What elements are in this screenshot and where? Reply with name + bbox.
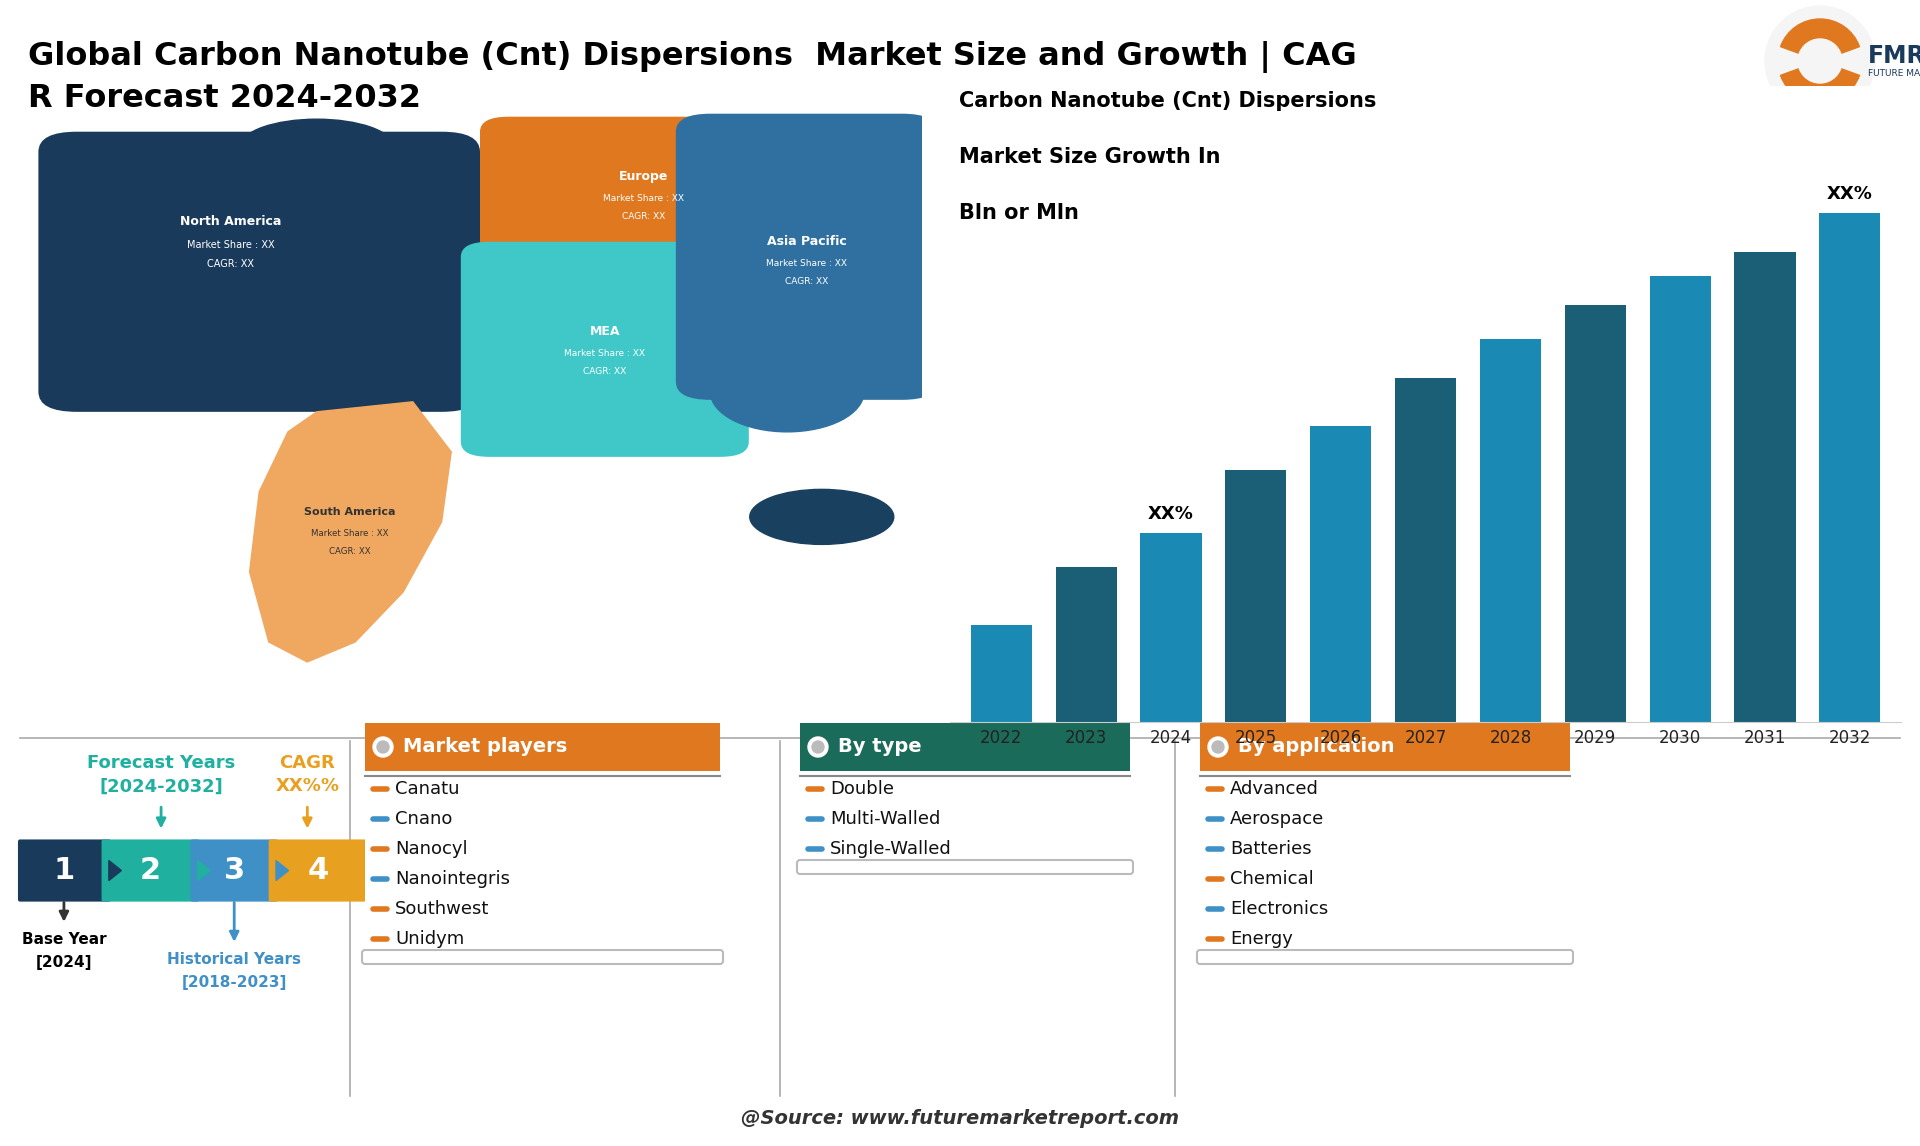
- Text: Chemical: Chemical: [1231, 870, 1313, 888]
- Text: North America: North America: [180, 215, 280, 228]
- Text: Forecast Years: Forecast Years: [86, 754, 236, 772]
- Ellipse shape: [336, 364, 413, 419]
- Text: 2: 2: [140, 856, 161, 885]
- Polygon shape: [250, 402, 451, 662]
- Bar: [1649, 276, 1711, 722]
- FancyBboxPatch shape: [676, 113, 937, 400]
- Text: CAGR: XX: CAGR: XX: [207, 259, 253, 269]
- Text: Global Carbon Nanotube (Cnt) Dispersions  Market Size and Growth | CAG: Global Carbon Nanotube (Cnt) Dispersions…: [29, 41, 1357, 73]
- Text: Asia Pacific: Asia Pacific: [766, 235, 847, 249]
- Circle shape: [808, 737, 828, 758]
- Text: Market Share : XX: Market Share : XX: [311, 529, 388, 539]
- Text: Electronics: Electronics: [1231, 900, 1329, 918]
- Text: FMR: FMR: [1868, 44, 1920, 68]
- Bar: [1396, 378, 1455, 722]
- Polygon shape: [276, 861, 288, 880]
- FancyBboxPatch shape: [190, 839, 278, 902]
- FancyBboxPatch shape: [365, 723, 720, 771]
- Text: Nanointegris: Nanointegris: [396, 870, 511, 888]
- Ellipse shape: [240, 119, 394, 174]
- Text: Southwest: Southwest: [396, 900, 490, 918]
- Text: Advanced: Advanced: [1231, 780, 1319, 798]
- Text: Aerospace: Aerospace: [1231, 810, 1325, 829]
- Text: Bln or Mln: Bln or Mln: [958, 203, 1079, 223]
- FancyBboxPatch shape: [461, 242, 749, 457]
- Text: Europe: Europe: [618, 171, 668, 183]
- Text: R Forecast 2024-2032: R Forecast 2024-2032: [29, 83, 420, 113]
- Text: CAGR: XX: CAGR: XX: [584, 368, 626, 376]
- Text: Nanocyl: Nanocyl: [396, 840, 468, 858]
- Text: Batteries: Batteries: [1231, 840, 1311, 858]
- Bar: [1820, 213, 1880, 722]
- Bar: [1734, 252, 1795, 722]
- Text: 3: 3: [223, 856, 244, 885]
- Text: 4: 4: [307, 856, 328, 885]
- Text: Multi-Walled: Multi-Walled: [829, 810, 941, 829]
- Ellipse shape: [749, 489, 893, 544]
- Circle shape: [376, 741, 390, 753]
- Text: CAGR: CAGR: [280, 754, 336, 772]
- Text: Unidym: Unidym: [396, 931, 465, 948]
- Text: [2018-2023]: [2018-2023]: [182, 975, 286, 990]
- Circle shape: [1764, 6, 1876, 116]
- Wedge shape: [1797, 39, 1841, 83]
- FancyBboxPatch shape: [480, 117, 806, 267]
- Text: Single-Walled: Single-Walled: [829, 840, 952, 858]
- Text: Market Share : XX: Market Share : XX: [766, 259, 847, 268]
- Wedge shape: [1780, 61, 1859, 103]
- Text: Base Year: Base Year: [21, 932, 106, 947]
- Text: MEA: MEA: [589, 325, 620, 338]
- Text: CAGR: XX: CAGR: XX: [622, 212, 664, 221]
- Ellipse shape: [710, 352, 864, 432]
- Text: CAGR: XX: CAGR: XX: [328, 548, 371, 557]
- Text: By type: By type: [837, 738, 922, 756]
- FancyBboxPatch shape: [17, 839, 111, 902]
- Text: Market Share : XX: Market Share : XX: [186, 240, 275, 250]
- Circle shape: [372, 737, 394, 758]
- Text: XX%: XX%: [1148, 504, 1194, 523]
- Text: Market players: Market players: [403, 738, 566, 756]
- Bar: [1309, 426, 1371, 722]
- FancyBboxPatch shape: [269, 839, 367, 902]
- Bar: [1225, 470, 1286, 722]
- FancyBboxPatch shape: [38, 132, 480, 411]
- Text: [2024-2032]: [2024-2032]: [100, 777, 223, 795]
- Text: Carbon Nanotube (Cnt) Dispersions: Carbon Nanotube (Cnt) Dispersions: [958, 91, 1377, 111]
- Bar: [1140, 533, 1202, 722]
- FancyBboxPatch shape: [801, 723, 1131, 771]
- Text: Market Share : XX: Market Share : XX: [603, 194, 684, 203]
- Text: Double: Double: [829, 780, 895, 798]
- Text: South America: South America: [303, 507, 396, 517]
- Text: FUTURE MARKET REPORT: FUTURE MARKET REPORT: [1868, 70, 1920, 78]
- Text: @Source: www.futuremarketreport.com: @Source: www.futuremarketreport.com: [741, 1108, 1179, 1128]
- Bar: [972, 625, 1031, 722]
- Text: Cnano: Cnano: [396, 810, 453, 829]
- Text: CAGR: XX: CAGR: XX: [785, 277, 828, 286]
- Circle shape: [1212, 741, 1225, 753]
- Bar: [1480, 339, 1542, 722]
- Text: Historical Years: Historical Years: [167, 951, 301, 967]
- Text: XX%: XX%: [1828, 185, 1872, 203]
- Text: Canatu: Canatu: [396, 780, 459, 798]
- Circle shape: [1208, 737, 1229, 758]
- Bar: [1565, 305, 1626, 722]
- Circle shape: [812, 741, 824, 753]
- Text: 1: 1: [54, 856, 75, 885]
- FancyBboxPatch shape: [1200, 723, 1571, 771]
- Text: [2024]: [2024]: [36, 955, 92, 970]
- Text: Market Share : XX: Market Share : XX: [564, 350, 645, 359]
- Polygon shape: [198, 861, 209, 880]
- Text: By application: By application: [1238, 738, 1394, 756]
- Bar: [1056, 567, 1117, 722]
- Text: Market Size Growth In: Market Size Growth In: [958, 147, 1221, 167]
- Polygon shape: [109, 861, 121, 880]
- Text: XX%%: XX%%: [275, 777, 340, 795]
- Text: Energy: Energy: [1231, 931, 1292, 948]
- FancyBboxPatch shape: [102, 839, 200, 902]
- Wedge shape: [1780, 19, 1859, 61]
